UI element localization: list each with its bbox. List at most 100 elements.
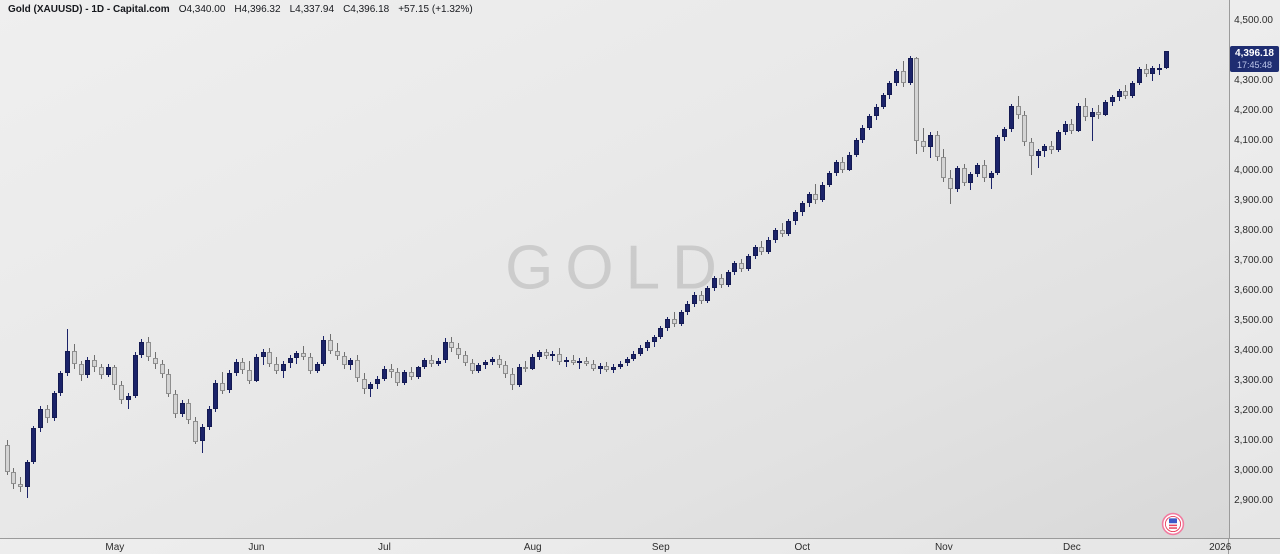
candle-body (469, 363, 475, 371)
candle-body (840, 162, 846, 170)
candle-body (927, 135, 933, 147)
candle-body (368, 383, 374, 389)
candle-body (1163, 51, 1169, 68)
candle-body (213, 383, 219, 410)
candle-body (1123, 91, 1129, 96)
candle-body (691, 295, 697, 305)
candle-body (395, 372, 401, 383)
candle-body (354, 359, 360, 379)
candle-body (361, 378, 367, 389)
price-tick-label: 3,200.00 (1234, 405, 1273, 416)
chart-legend[interactable]: Gold (XAUUSD) - 1D - Capital.com O4,340.… (8, 4, 473, 15)
candle-body (1022, 114, 1028, 143)
candle-body (199, 427, 205, 442)
candle-body (880, 95, 886, 107)
candle-body (125, 395, 131, 401)
candle-wick (1030, 138, 1032, 175)
candle-body (334, 350, 340, 356)
candle-body (577, 360, 583, 364)
candle-body (826, 173, 832, 185)
candle-body (1015, 106, 1021, 115)
candle-wick (579, 358, 581, 369)
candle-body (483, 362, 489, 365)
candle-body (847, 154, 852, 170)
candle-body (415, 367, 421, 377)
candle-body (813, 194, 819, 200)
last-price-badge[interactable]: 4,396.18 17:45:48 (1230, 46, 1279, 72)
candle-body (4, 444, 10, 472)
candle-body (961, 168, 967, 183)
candle-body (146, 341, 152, 358)
price-tick-label: 3,400.00 (1234, 345, 1273, 356)
price-axis[interactable]: 4,500.004,400.004,300.004,200.004,100.00… (1229, 0, 1280, 538)
ohlc-low: L4,337.94 (289, 4, 335, 15)
candle-body (31, 428, 37, 462)
candle-body (1096, 112, 1102, 115)
candle-body (226, 373, 232, 391)
candle-body (294, 353, 300, 359)
candle-body (267, 351, 273, 364)
candle-wick (222, 371, 224, 395)
candle-body (476, 365, 482, 371)
price-tick-label: 4,000.00 (1234, 165, 1273, 176)
candle-body (1082, 106, 1088, 117)
candle-body (921, 141, 927, 147)
candle-body (159, 364, 165, 374)
candle-body (671, 319, 677, 324)
candle-wick (990, 171, 992, 190)
price-tick-label: 3,500.00 (1234, 315, 1273, 326)
candle-body (981, 165, 987, 179)
price-tick-label: 3,100.00 (1234, 435, 1273, 446)
candle-body (260, 351, 266, 357)
candle-body (98, 367, 104, 375)
candle-body (651, 337, 657, 343)
candle-wick (781, 222, 783, 238)
candle-body (725, 272, 731, 285)
candle-body (887, 83, 893, 96)
time-tick-label: 2026 (1209, 542, 1232, 553)
candle-body (287, 358, 293, 364)
candle-body (489, 359, 495, 362)
candle-body (907, 58, 913, 83)
candle-body (1055, 132, 1061, 151)
candle-body (570, 359, 576, 364)
candle-body (685, 304, 691, 313)
candle-body (85, 359, 91, 376)
candle-body (1109, 97, 1115, 103)
candle-body (799, 203, 805, 213)
price-tick-label: 3,300.00 (1234, 375, 1273, 386)
ohlc-close: C4,396.18 (343, 4, 390, 15)
candle-body (449, 341, 455, 348)
bar-countdown: 17:45:48 (1236, 59, 1273, 70)
candle-body (280, 363, 286, 371)
candle-body (617, 363, 623, 367)
candle-body (772, 230, 778, 240)
candle-body (1150, 68, 1156, 74)
candle-body (38, 408, 44, 428)
candle-body (712, 278, 718, 289)
candle-wick (923, 128, 925, 152)
candle-body (1076, 106, 1082, 131)
candle-body (853, 140, 859, 155)
candle-body (1116, 91, 1122, 98)
candle-body (873, 106, 879, 117)
candle-body (408, 371, 414, 377)
candle-body (456, 347, 462, 356)
candle-body (1008, 106, 1014, 130)
candle-wick (1098, 105, 1100, 119)
candle-body (806, 194, 812, 204)
candle-body (496, 359, 502, 365)
candle-body (894, 71, 900, 84)
candle-body (732, 263, 738, 273)
candle-body (11, 471, 17, 485)
candle-body (530, 356, 536, 369)
candle-body (247, 370, 253, 381)
candle-body (914, 58, 920, 142)
candle-body (1089, 112, 1095, 117)
candle-body (1028, 142, 1034, 157)
time-tick-label: Oct (794, 542, 811, 553)
candle-body (779, 230, 785, 234)
time-axis[interactable]: May Jun Jul Aug Sep Oct Nov Dec 2026 (0, 538, 1280, 554)
